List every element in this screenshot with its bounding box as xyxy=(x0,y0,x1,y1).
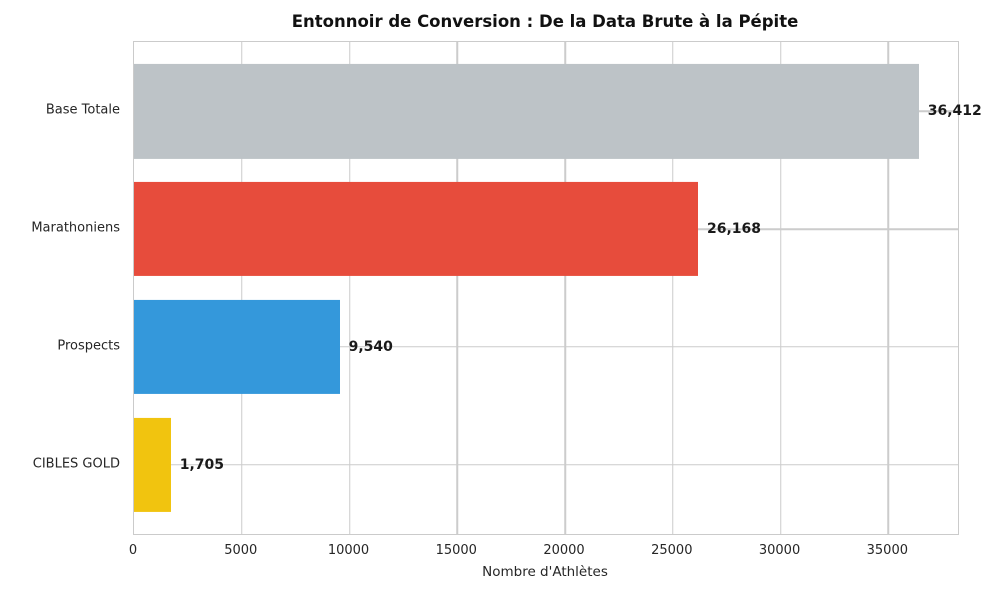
bar-value-label: 9,540 xyxy=(348,338,393,355)
bar-cibles-gold xyxy=(134,417,171,512)
y-tick-label: Prospects xyxy=(57,338,120,354)
x-gridline xyxy=(672,42,674,534)
x-axis-title: Nombre d'Athlètes xyxy=(482,564,608,580)
bar-value-label: 26,168 xyxy=(706,221,761,238)
x-tick-label: 20000 xyxy=(543,543,585,558)
x-gridline xyxy=(456,42,459,534)
bar-value-label: 1,705 xyxy=(179,456,225,473)
bar-value-label: 36,412 xyxy=(927,103,982,120)
x-axis: 0 5000 10000 15000 20000 25000 30000 35000 xyxy=(129,543,957,561)
x-gridline xyxy=(241,42,243,534)
x-tick-label: 30000 xyxy=(758,543,801,558)
bar-marathoniens xyxy=(134,182,698,277)
y-gridline xyxy=(134,463,958,466)
bar-prospects xyxy=(134,299,340,394)
x-gridline xyxy=(887,42,890,534)
y-axis: Base Totale Marathoniens Prospects CIBLES G… xyxy=(0,41,120,533)
x-gridline xyxy=(564,42,566,534)
x-gridline xyxy=(348,42,351,534)
bar-base-totale xyxy=(134,64,919,159)
y-tick-label: CIBLES GOLD xyxy=(32,456,120,472)
x-gridline xyxy=(779,42,782,534)
x-tick-label: 35000 xyxy=(866,543,908,558)
x-tick-label: 0 xyxy=(128,543,138,558)
chart-title: Entonnoir de Conversion : De la Data Bru… xyxy=(291,12,799,31)
x-tick-label: 25000 xyxy=(651,543,693,558)
y-gridline xyxy=(134,346,958,348)
x-tick-label: 5000 xyxy=(224,543,258,558)
y-tick-label: Base Totale xyxy=(45,102,120,118)
plot-area: 36,412 26,168 9,540 1,705 xyxy=(133,41,982,535)
x-tick-label: 10000 xyxy=(327,543,370,558)
x-tick-label: 15000 xyxy=(435,543,477,558)
y-tick-label: Marathoniens xyxy=(31,220,120,236)
